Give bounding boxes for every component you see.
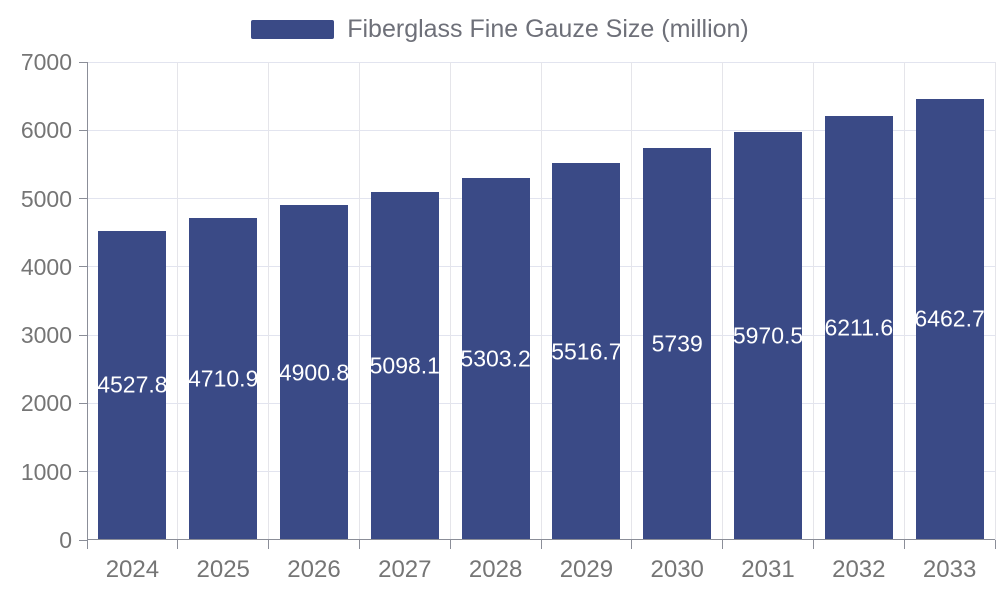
x-axis-label: 2031 bbox=[741, 556, 795, 583]
x-axis-tick bbox=[540, 540, 542, 549]
bar-value-label: 5303.2 bbox=[460, 345, 531, 372]
gridline-vertical bbox=[994, 62, 996, 540]
x-axis-label: 2024 bbox=[105, 556, 160, 583]
x-axis-label: 2030 bbox=[650, 556, 704, 583]
bar-2028[interactable] bbox=[461, 177, 530, 540]
x-axis-tick bbox=[631, 540, 633, 549]
bar-2026[interactable] bbox=[280, 205, 348, 540]
y-axis-label: 4000 bbox=[20, 253, 72, 280]
x-axis-label: 2026 bbox=[287, 556, 341, 583]
gridline-vertical bbox=[631, 62, 633, 540]
y-axis-tick bbox=[79, 129, 87, 131]
bar-value-label: 5098.1 bbox=[369, 352, 440, 379]
bar-value-label: 5970.5 bbox=[732, 322, 804, 349]
bar-2024[interactable] bbox=[98, 230, 167, 540]
x-axis-tick bbox=[903, 540, 905, 549]
x-axis-label: 2027 bbox=[378, 556, 432, 583]
gridline-vertical bbox=[358, 62, 360, 540]
y-axis-tick bbox=[79, 198, 87, 200]
y-axis-tick bbox=[79, 61, 87, 63]
bar-value-label: 4527.8 bbox=[97, 371, 168, 398]
x-axis-tick bbox=[86, 540, 88, 549]
plot-area: 0 1000 2000 3000 4000 5000 6000 7000 4527.8 2024 4… bbox=[21, 49, 996, 583]
bar-value-label: 5739 bbox=[651, 330, 703, 357]
x-axis-label: 2028 bbox=[468, 556, 523, 583]
bar-2025[interactable] bbox=[189, 218, 258, 540]
legend-swatch bbox=[251, 20, 335, 39]
y-axis-tick bbox=[79, 402, 87, 404]
x-axis-label: 2033 bbox=[922, 556, 977, 583]
x-axis-tick bbox=[812, 540, 814, 549]
x-axis-label: 2032 bbox=[832, 556, 886, 583]
x-axis-tick bbox=[994, 540, 996, 549]
y-axis-label: 3000 bbox=[20, 322, 72, 349]
x-axis-label: 2029 bbox=[559, 556, 614, 583]
x-axis-tick bbox=[268, 540, 270, 549]
bar-value-label: 6462.7 bbox=[914, 305, 985, 332]
y-axis-label: 0 bbox=[59, 527, 72, 553]
y-axis-tick bbox=[79, 266, 87, 268]
bar-2032[interactable] bbox=[824, 115, 893, 540]
gridline-vertical bbox=[540, 62, 542, 540]
y-axis-tick bbox=[79, 539, 87, 541]
x-axis-tick bbox=[449, 540, 451, 549]
bar-2029[interactable] bbox=[552, 163, 621, 540]
x-axis-tick bbox=[722, 540, 724, 549]
y-axis-tick bbox=[79, 334, 87, 336]
y-axis-label: 7000 bbox=[20, 49, 72, 75]
bar-2027[interactable] bbox=[370, 191, 439, 540]
y-axis-line bbox=[87, 62, 88, 540]
bar-value-label: 4900.8 bbox=[278, 359, 350, 386]
y-axis-tick bbox=[79, 471, 87, 473]
bar-2031[interactable] bbox=[734, 132, 802, 540]
x-axis-label: 2025 bbox=[196, 556, 250, 583]
legend-item[interactable]: Fiberglass Fine Gauze Size (million) bbox=[0, 17, 1000, 42]
gridline-vertical bbox=[903, 62, 905, 540]
y-axis-label: 2000 bbox=[20, 390, 72, 417]
bar-value-label: 4710.9 bbox=[188, 365, 259, 392]
gridline-vertical bbox=[449, 62, 451, 540]
x-axis-tick bbox=[358, 540, 360, 549]
y-axis-label: 5000 bbox=[20, 185, 72, 212]
bar-2030[interactable] bbox=[643, 148, 712, 540]
gridline-vertical bbox=[812, 62, 814, 540]
legend-label: Fiberglass Fine Gauze Size (million) bbox=[347, 15, 749, 43]
x-axis-tick bbox=[177, 540, 179, 549]
bar-value-label: 5516.7 bbox=[551, 338, 622, 365]
y-axis-label: 1000 bbox=[20, 458, 72, 485]
bar-value-label: 6211.6 bbox=[824, 314, 894, 341]
gridline-vertical bbox=[177, 62, 179, 540]
bar-2033[interactable] bbox=[915, 98, 984, 540]
gridline-vertical bbox=[722, 62, 724, 540]
y-axis-label: 6000 bbox=[20, 117, 72, 144]
gridline-vertical bbox=[268, 62, 270, 540]
x-axis-line bbox=[87, 539, 995, 540]
